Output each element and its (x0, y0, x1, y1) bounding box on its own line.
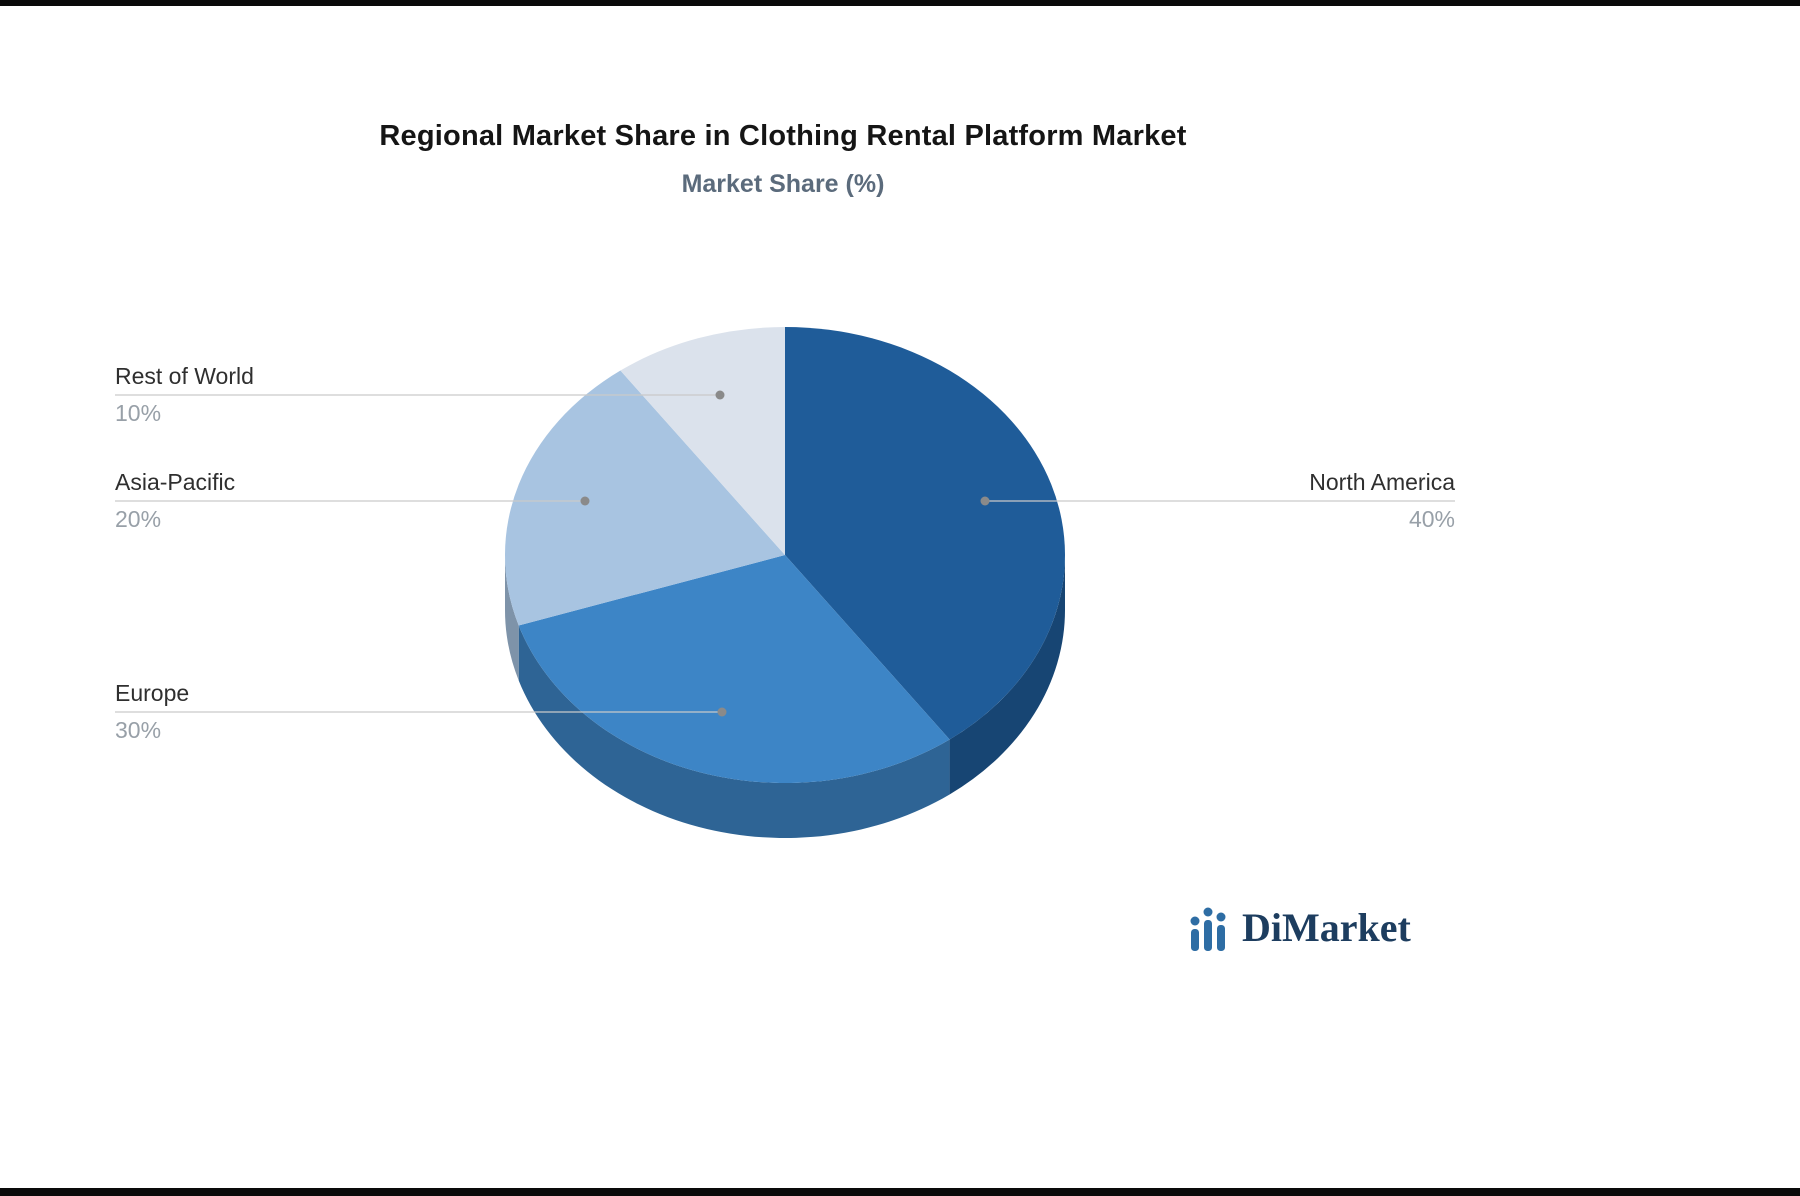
bar-chart-icon-glyph (1190, 907, 1226, 951)
pie-slice-side-europe (518, 625, 950, 839)
chart-subtitle: Market Share (%) (681, 170, 885, 198)
top-border-strip (0, 0, 1800, 6)
leader-dot (715, 390, 725, 400)
callout-asia-pacific: Asia-Pacific 20% (115, 469, 590, 532)
chart-title: Regional Market Share in Clothing Rental… (379, 120, 1187, 152)
logo-text: DiMarket (1242, 905, 1411, 950)
bar-chart-icon (1190, 907, 1226, 951)
callout-north-america: North America 40% (980, 469, 1455, 532)
pie-slice-rest-of-world (620, 327, 785, 555)
callout-rest-of-world: Rest of World 10% (115, 363, 725, 426)
slice-percent: 10% (115, 400, 161, 426)
pie-slice-europe (518, 555, 950, 784)
bottom-border-strip (0, 1188, 1800, 1196)
slice-label: Europe (115, 680, 189, 706)
slice-label: Rest of World (115, 363, 254, 389)
pie-slice-side-asia-pacific (505, 555, 519, 681)
leader-dot (717, 707, 727, 717)
leader-dot (580, 496, 590, 506)
slice-label: Asia-Pacific (115, 469, 235, 495)
pie-slice-asia-pacific (504, 370, 785, 626)
leader-dot (980, 496, 990, 506)
slice-percent: 20% (115, 506, 161, 532)
pie-slice-side-north-america (949, 555, 1066, 795)
callout-europe: Europe 30% (115, 680, 727, 743)
dimarket-logo: DiMarket (1188, 903, 1411, 953)
pie-layer (504, 327, 1066, 839)
pie-slice-north-america (785, 327, 1066, 740)
slice-label: North America (1309, 469, 1455, 495)
slice-percent: 30% (115, 717, 161, 743)
slice-percent: 40% (1409, 506, 1455, 532)
